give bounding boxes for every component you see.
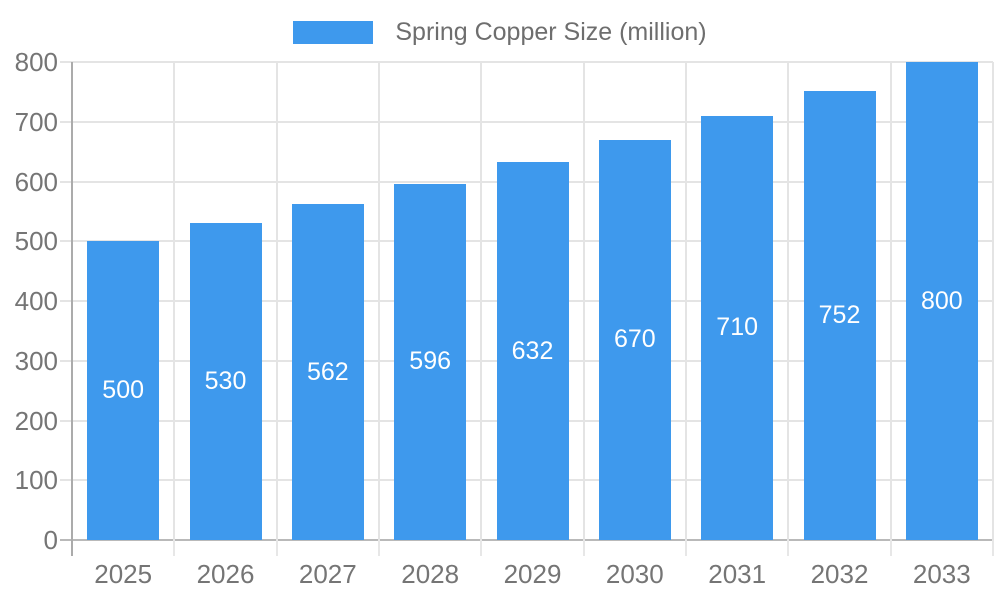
x-tick-label: 2029	[503, 559, 562, 589]
bar-value-label: 800	[920, 286, 963, 315]
y-axis-line	[71, 62, 73, 556]
x-gridline	[173, 62, 176, 540]
x-gridline	[275, 62, 278, 540]
y-tick-label: 700	[14, 106, 58, 137]
x-tick-label: 2025	[94, 559, 153, 589]
bar-value-label: 562	[306, 357, 349, 386]
bar-2033: 800	[905, 62, 978, 540]
y-gridline	[60, 120, 993, 123]
x-axis-tick	[787, 540, 790, 556]
x-axis-tick	[582, 540, 585, 556]
plot-area: 0 100 200 300 400 500 600 700 800 500 2025 530 2026 5…	[15, 47, 994, 589]
bar-value-label: 632	[511, 336, 554, 365]
y-tick-label: 400	[14, 286, 58, 316]
y-tick-label: 600	[14, 166, 58, 197]
bar-2029: 632	[496, 162, 569, 540]
x-gridline	[480, 62, 483, 540]
x-axis-tick	[378, 540, 380, 556]
bar-2025: 500	[87, 241, 160, 540]
x-gridline	[787, 62, 790, 540]
y-tick-label: 200	[14, 405, 58, 436]
x-axis-tick	[173, 540, 176, 556]
x-gridline	[378, 62, 380, 540]
x-gridline	[889, 62, 892, 540]
legend-swatch-icon	[293, 21, 374, 44]
bar-value-label: 670	[613, 325, 656, 354]
x-tick-label: 2032	[810, 559, 869, 589]
bar-2026: 530	[189, 223, 262, 540]
y-tick-label: 100	[14, 465, 58, 496]
x-tick-label: 2031	[708, 559, 767, 589]
x-axis-tick	[992, 540, 994, 556]
y-tick-label: 800	[14, 47, 58, 77]
x-tick-label: 2030	[605, 559, 664, 589]
y-tick-label: 500	[14, 226, 58, 257]
x-tick-label: 2026	[196, 559, 255, 589]
bar-value-label: 500	[102, 376, 145, 405]
x-tick-label: 2028	[401, 559, 460, 589]
x-tick-label: 2033	[912, 559, 971, 589]
bar-2032: 752	[803, 90, 876, 540]
bar-2028: 596	[394, 183, 467, 540]
y-tick-label: 0	[43, 525, 58, 555]
y-tick-label: 300	[14, 345, 58, 376]
x-axis-tick	[685, 540, 687, 556]
bar-value-label: 752	[818, 300, 861, 329]
bar-value-label: 710	[716, 313, 759, 342]
bar-2030: 670	[598, 139, 671, 540]
x-axis-line	[60, 539, 993, 541]
x-tick-label: 2027	[298, 559, 357, 589]
bar-value-label: 596	[409, 347, 452, 376]
bar-2031: 710	[701, 115, 774, 540]
x-gridline	[992, 62, 994, 540]
x-axis-tick	[480, 540, 483, 556]
chart-legend[interactable]: Spring Copper Size (million)	[0, 18, 1000, 47]
bar-2027: 562	[291, 204, 364, 540]
x-gridline	[582, 62, 585, 540]
legend-label: Spring Copper Size (million)	[395, 18, 707, 46]
x-axis-tick	[275, 540, 278, 556]
x-gridline	[685, 62, 687, 540]
x-axis-tick	[889, 540, 892, 556]
y-gridline	[60, 61, 993, 63]
bar-value-label: 530	[204, 367, 247, 396]
